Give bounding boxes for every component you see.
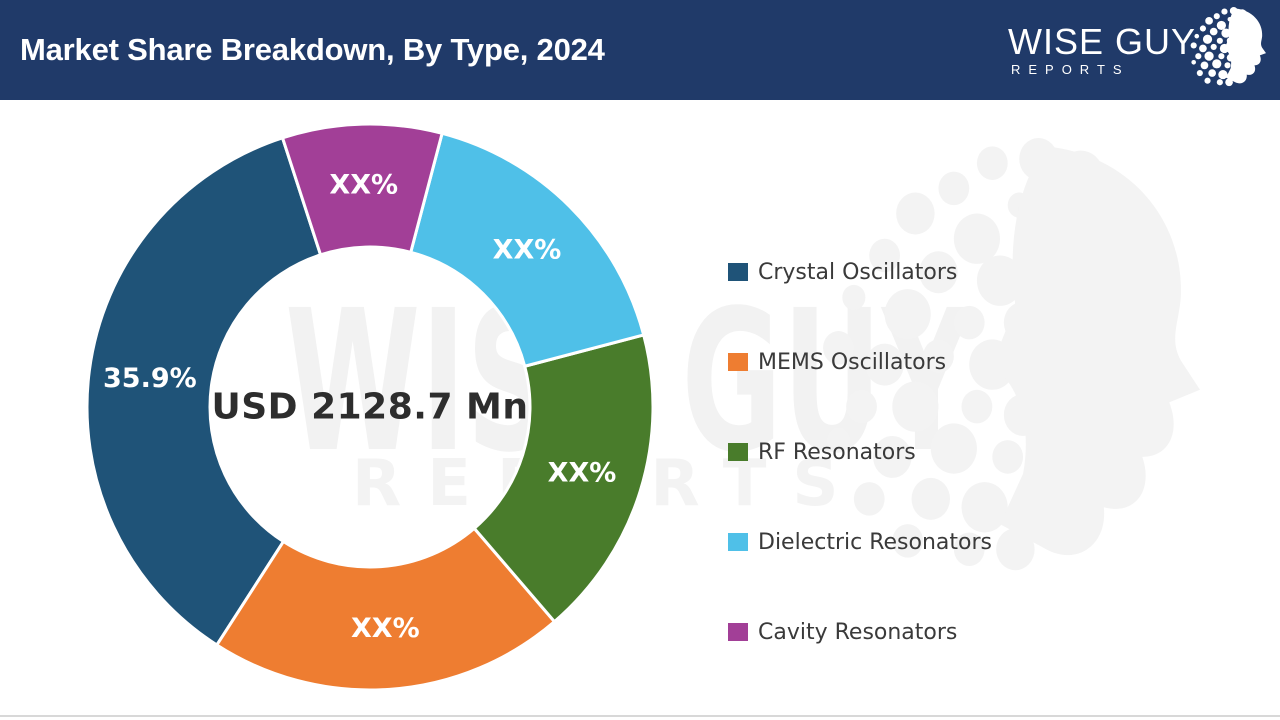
legend-swatch <box>728 353 748 371</box>
legend-swatch <box>728 533 748 551</box>
legend-label: RF Resonators <box>758 439 916 465</box>
legend-item: MEMS Oscillators <box>728 348 992 376</box>
slice-label-3: XX% <box>493 235 562 266</box>
logo-subtext: REPORTS <box>1010 62 1130 78</box>
legend-label: Crystal Oscillators <box>758 259 958 285</box>
legend-swatch <box>728 623 748 641</box>
bottom-divider <box>0 715 1280 717</box>
donut-svg: 35.9% XX% XX% XX% XX% <box>85 122 655 692</box>
page-title: Market Share Breakdown, By Type, 2024 <box>20 32 605 67</box>
legend-label: Cavity Resonators <box>758 619 958 645</box>
legend-label: MEMS Oscillators <box>758 349 947 375</box>
legend-item: Crystal Oscillators <box>728 258 992 286</box>
legend: Crystal Oscillators MEMS Oscillators RF … <box>728 258 992 708</box>
donut-segment-3 <box>409 131 646 368</box>
donut-segment-4 <box>281 122 444 257</box>
logo-text: WISE GUY REPORTS <box>1007 20 1196 78</box>
slice-label-2: XX% <box>548 457 617 488</box>
legend-item: RF Resonators <box>728 438 992 466</box>
logo-wordmark: WISE GUY <box>1007 20 1196 62</box>
slice-label-0: 35.9% <box>103 363 197 394</box>
logo: WISE GUY REPORTS <box>1008 6 1266 94</box>
slice-label-4: XX% <box>329 170 398 201</box>
legend-label: Dielectric Resonators <box>758 529 992 555</box>
chart-area: 35.9% XX% XX% XX% XX% USD 2128.7 Mn <box>0 100 740 720</box>
donut-segment-2 <box>472 333 655 624</box>
legend-swatch <box>728 443 748 461</box>
legend-item: Cavity Resonators <box>728 618 992 646</box>
legend-item: Dielectric Resonators <box>728 528 992 556</box>
legend-swatch <box>728 263 748 281</box>
slice-label-1: XX% <box>351 613 420 644</box>
logo-face-icon <box>1190 7 1266 87</box>
donut-segment-0 <box>85 136 323 647</box>
header-bar: Market Share Breakdown, By Type, 2024 <box>0 0 1280 100</box>
donut-segment-1 <box>215 526 556 692</box>
donut-center-value: USD 2128.7 Mn <box>211 386 529 428</box>
